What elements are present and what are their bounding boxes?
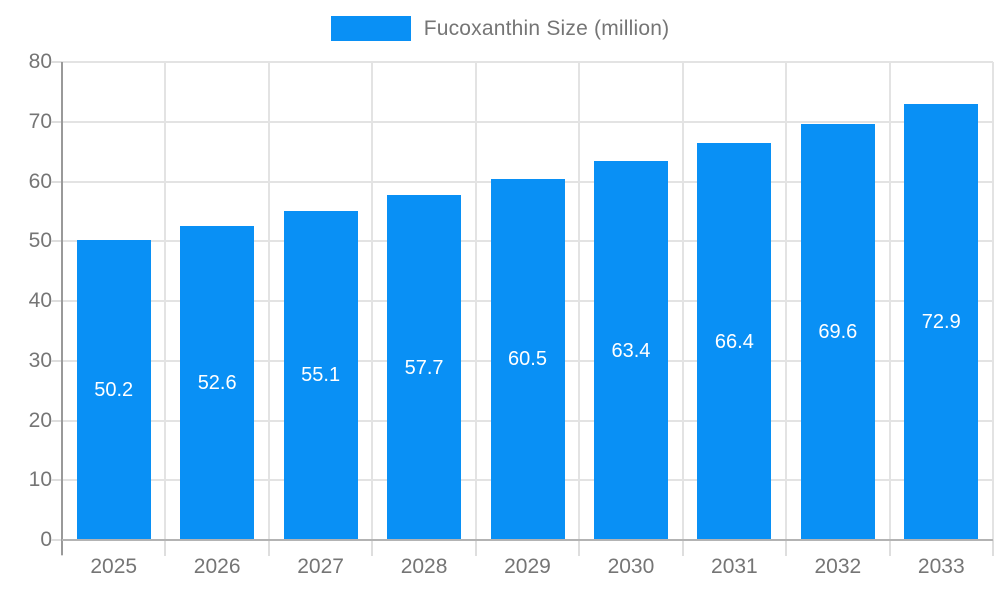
bar-value-label: 55.1 (301, 364, 341, 387)
x-tick-label: 2027 (297, 555, 344, 578)
bar-value-label: 57.7 (404, 356, 444, 379)
y-tick-label: 30 (28, 348, 52, 372)
v-gridline (785, 62, 788, 540)
y-axis-line (61, 62, 63, 555)
bar (490, 178, 565, 540)
x-tick-mark (888, 540, 891, 556)
v-gridline (474, 62, 477, 540)
x-tick-label: 2033 (917, 555, 965, 578)
y-tick-mark (51, 61, 62, 63)
v-gridline (992, 62, 994, 540)
legend-label: Fucoxanthin Size (million) (423, 16, 670, 40)
bar-value-label: 63.4 (611, 339, 651, 362)
y-tick-mark (51, 359, 62, 362)
bar-value-label: 50.2 (94, 379, 134, 402)
y-tick-mark (51, 240, 62, 243)
bar (697, 143, 772, 540)
x-tick-label: 2029 (504, 555, 551, 578)
v-gridline (267, 62, 270, 540)
x-tick-label: 2025 (90, 555, 138, 578)
v-gridline (578, 62, 581, 540)
y-tick-mark (51, 539, 62, 541)
bar-value-label: 69.6 (818, 321, 858, 344)
y-tick-label: 70 (28, 109, 52, 133)
y-tick-label: 10 (28, 468, 52, 492)
legend-swatch (330, 16, 411, 41)
y-tick-mark (51, 180, 62, 183)
v-gridline (164, 62, 167, 540)
bar (387, 195, 462, 540)
y-tick-mark (51, 120, 62, 123)
legend-item[interactable]: Fucoxanthin Size (million) (0, 16, 1000, 41)
y-tick-label: 0 (40, 528, 52, 551)
x-tick-mark (164, 540, 167, 556)
y-tick-label: 50 (28, 229, 52, 253)
bar-value-label: 72.9 (921, 311, 961, 334)
v-gridline (371, 62, 374, 540)
bar (283, 210, 358, 540)
x-tick-label: 2032 (814, 555, 862, 578)
x-tick-mark (474, 540, 477, 556)
bar (800, 124, 875, 540)
plot-area: 50.2 52.6 55.1 57.7 60.5 63.4 66.4 69.6 72.9 (51, 61, 994, 556)
bar (904, 104, 979, 540)
bar-value-label: 52.6 (197, 371, 237, 394)
x-tick-label: 2030 (607, 555, 655, 578)
x-tick-label: 2028 (400, 555, 448, 578)
bar-value-label: 60.5 (508, 348, 547, 371)
x-tick-mark (267, 540, 270, 556)
x-tick-label: 2031 (711, 555, 758, 578)
bar (180, 225, 255, 540)
x-axis-line (62, 539, 993, 541)
bar (593, 161, 668, 540)
x-tick-mark (785, 540, 788, 556)
h-gridline (62, 120, 993, 123)
y-tick-label: 60 (28, 169, 52, 193)
y-tick-label: 40 (28, 289, 52, 312)
x-tick-mark (371, 540, 374, 556)
y-tick-mark (51, 419, 62, 422)
x-tick-mark (578, 540, 581, 556)
y-tick-mark (51, 479, 62, 482)
v-gridline (681, 62, 684, 540)
x-tick-mark (992, 540, 994, 556)
x-tick-label: 2026 (193, 555, 241, 578)
bar (76, 240, 151, 540)
y-tick-mark (51, 300, 62, 302)
v-gridline (888, 62, 891, 540)
h-gridline (62, 61, 993, 63)
y-tick-label: 20 (28, 408, 52, 432)
x-tick-mark (681, 540, 684, 556)
y-tick-label: 80 (28, 50, 52, 73)
bar-value-label: 66.4 (714, 330, 754, 353)
